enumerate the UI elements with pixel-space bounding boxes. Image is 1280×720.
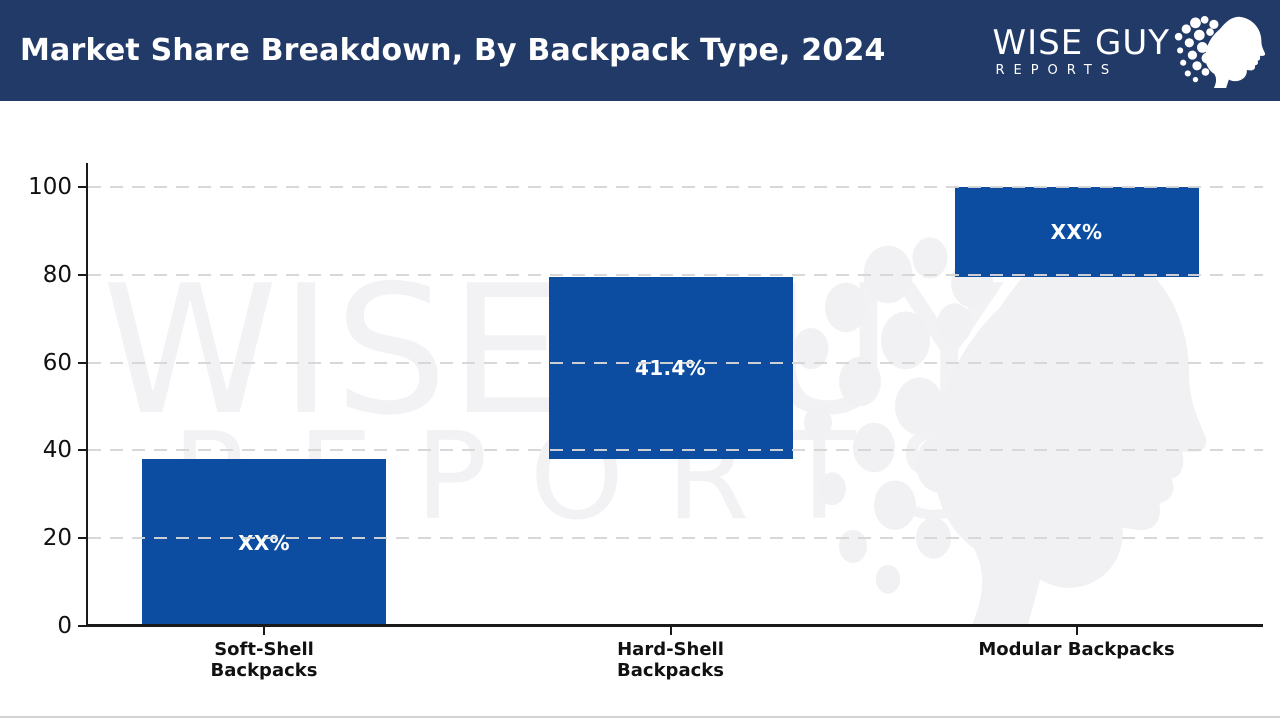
bar-value-label: XX% [238,530,290,555]
y-axis-tick [78,361,87,364]
page-title: Market Share Breakdown, By Backpack Type… [20,33,886,68]
category-label-line: Hard-Shell [617,639,724,660]
category-label-line: Backpacks [617,660,724,681]
gridline-40 [88,449,1263,452]
wiseguy-logo: WISE GUY REPORTS [992,9,1266,95]
category-label-line: Backpacks [210,660,318,681]
x-axis-tick [263,627,265,635]
bar-hard-shell-backpacks: 41.4% [548,277,793,460]
logo-subname: REPORTS [995,63,1119,78]
y-tick-label: 60 [42,349,72,376]
gridline-20 [88,537,1263,540]
bottom-border-line [0,716,1280,718]
y-axis-tick [78,449,87,452]
logo-name: WISE GUY [992,23,1170,63]
gridline-60 [88,361,1263,364]
bar-soft-shell-backpacks: XX% [142,459,386,626]
category-label-line: Soft-Shell [214,639,314,660]
x-axis-tick [669,627,672,635]
logo-text: WISE GUY REPORTS [992,26,1170,77]
y-axis-tick [78,186,87,188]
y-tick-label: 80 [42,261,72,288]
y-axis-tick [78,537,87,540]
y-axis-line [86,163,88,627]
wiseguy-head-icon [1174,15,1266,88]
category-label-modular: Modular Backpacks [917,639,1237,660]
gridline-100 [88,186,1263,188]
bar-value-label: XX% [1050,220,1103,245]
y-axis-tick [78,625,87,627]
y-tick-label: 0 [57,613,72,639]
gridline-80 [88,273,1263,276]
category-label-soft-shell: Soft-Shell Backpacks [104,639,424,681]
x-axis-line [86,624,1263,627]
y-tick-label: 100 [28,174,72,200]
y-tick-label: 40 [42,437,72,464]
y-tick-label: 20 [42,525,72,552]
category-label-hard-shell: Hard-Shell Backpacks [511,639,831,681]
category-label-line: Modular Backpacks [978,639,1175,660]
header-bar: Market Share Breakdown, By Backpack Type… [0,0,1280,101]
bar-value-label: 41.4% [635,356,706,381]
bar-modular-backpacks: XX% [954,187,1199,278]
x-axis-tick [1075,627,1078,635]
y-axis-tick [78,273,87,276]
